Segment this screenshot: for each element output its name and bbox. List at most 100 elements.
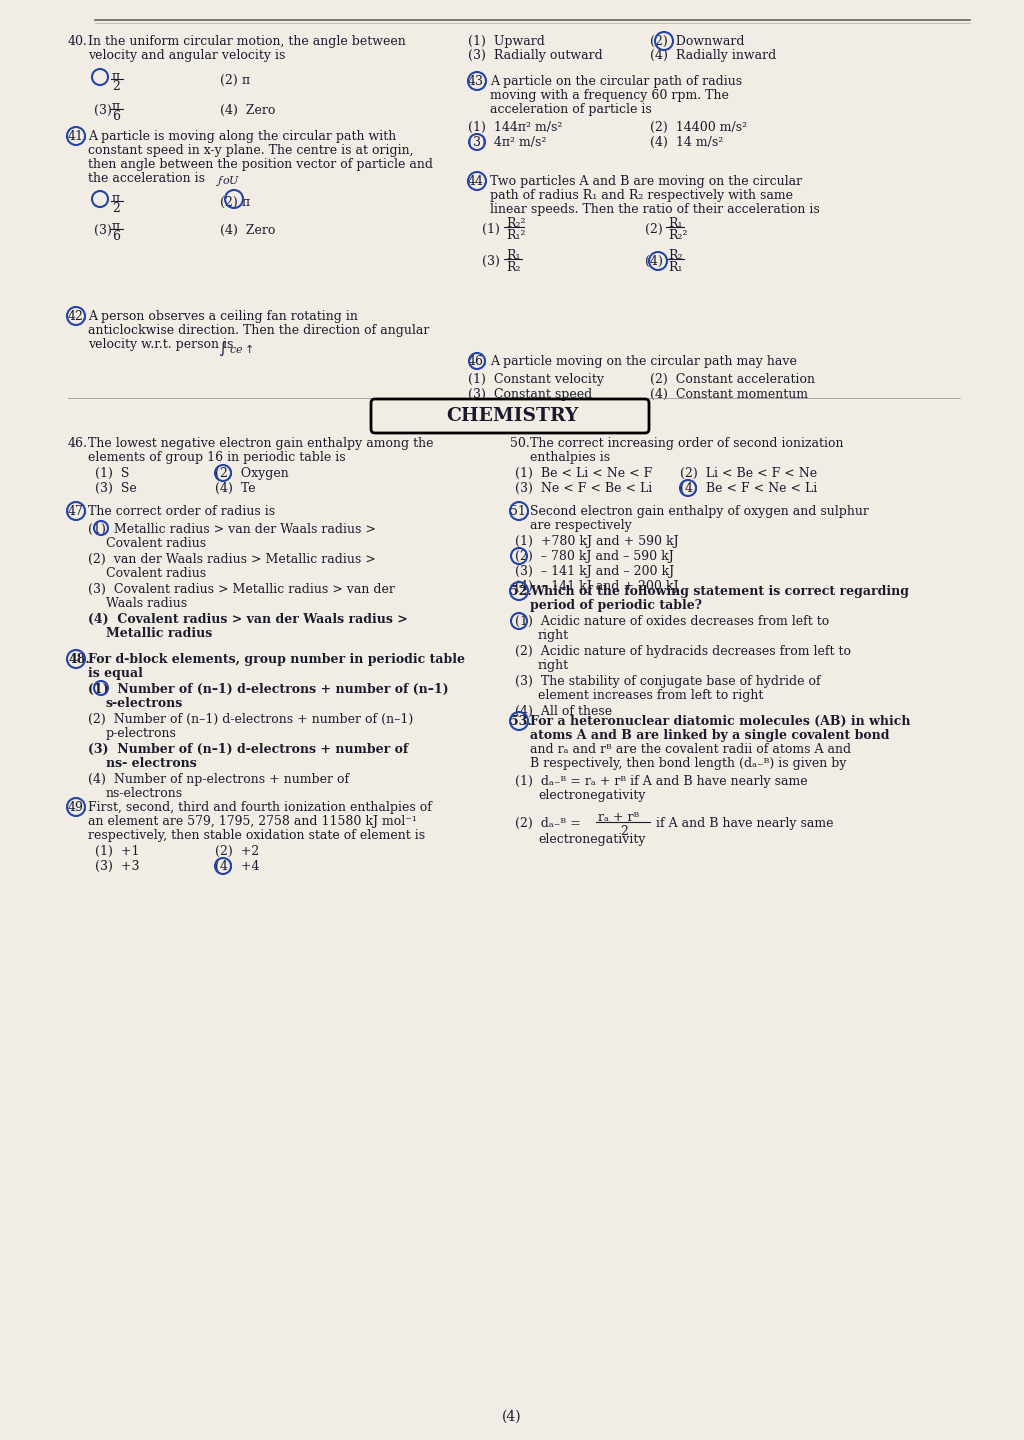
Text: Metallic radius: Metallic radius [106,626,212,639]
Text: ns-electrons: ns-electrons [106,788,183,801]
Text: anticlockwise direction. Then the direction of angular: anticlockwise direction. Then the direct… [88,324,429,337]
Text: 47.: 47. [68,505,88,518]
Text: (1)  Upward: (1) Upward [468,35,545,48]
Text: A particle on the circular path of radius: A particle on the circular path of radiu… [490,75,742,88]
Text: A particle is moving along the circular path with: A particle is moving along the circular … [88,130,396,143]
Text: (3): (3) [94,225,112,238]
Text: 42.: 42. [68,310,88,323]
Text: (4)  Constant momentum: (4) Constant momentum [650,387,808,400]
Text: (3)  Number of (n–1) d-electrons + number of: (3) Number of (n–1) d-electrons + number… [88,743,409,756]
Text: the acceleration is: the acceleration is [88,171,205,184]
Text: (4)  – 141 kJ and + 200 kJ: (4) – 141 kJ and + 200 kJ [515,580,679,593]
Text: CHEMISTRY: CHEMISTRY [445,408,579,425]
Text: 43.: 43. [468,75,487,88]
Text: 44.: 44. [468,176,487,189]
Text: 6: 6 [112,230,120,243]
Text: (2)  Acidic nature of hydracids decreases from left to: (2) Acidic nature of hydracids decreases… [515,645,851,658]
Text: 49.: 49. [68,801,88,814]
Text: enthalpies is: enthalpies is [530,451,610,464]
Text: (4)  Te: (4) Te [215,482,256,495]
Text: The lowest negative electron gain enthalpy among the: The lowest negative electron gain enthal… [88,436,433,449]
Text: 46.: 46. [68,436,88,449]
Text: π: π [242,73,250,86]
Text: 41.: 41. [68,130,88,143]
Text: 50.: 50. [510,436,529,449]
Text: (3)  Ne < F < Be < Li: (3) Ne < F < Be < Li [515,482,652,495]
Text: s-electrons: s-electrons [106,697,183,710]
Text: A person observes a ceiling fan rotating in: A person observes a ceiling fan rotating… [88,310,357,323]
Text: (2)  Constant acceleration: (2) Constant acceleration [650,373,815,386]
Text: (1)  Metallic radius > van der Waals radius >: (1) Metallic radius > van der Waals radi… [88,523,376,536]
Text: velocity and angular velocity is: velocity and angular velocity is [88,49,286,62]
Text: Covalent radius: Covalent radius [106,537,206,550]
Text: (1)  dₐ₋ᴮ = rₐ + rᴮ if A and B have nearly same: (1) dₐ₋ᴮ = rₐ + rᴮ if A and B have nearl… [515,775,808,788]
Text: (2)  Oxygen: (2) Oxygen [215,467,289,480]
Text: (4)  All of these: (4) All of these [515,706,612,719]
Text: ns- electrons: ns- electrons [106,757,197,770]
Text: 53.: 53. [510,716,531,729]
Text: (4)  +4: (4) +4 [215,860,259,873]
Text: respectively, then stable oxidation state of element is: respectively, then stable oxidation stat… [88,829,425,842]
Text: (3): (3) [482,255,500,268]
Text: (2)  14400 m/s²: (2) 14400 m/s² [650,121,748,134]
Text: are respectively: are respectively [530,518,632,531]
Text: elements of group 16 in periodic table is: elements of group 16 in periodic table i… [88,451,346,464]
Text: $\digamma$oU: $\digamma$oU [215,174,241,189]
Text: velocity w.r.t. person is: velocity w.r.t. person is [88,338,233,351]
Text: For a heteronuclear diatomic molecules (AB) in which: For a heteronuclear diatomic molecules (… [530,716,910,729]
Text: Which of the following statement is correct regarding: Which of the following statement is corr… [530,585,909,598]
Text: electronegativity: electronegativity [538,789,645,802]
Text: atoms A and B are linked by a single covalent bond: atoms A and B are linked by a single cov… [530,729,890,742]
Text: then angle between the position vector of particle and: then angle between the position vector o… [88,158,433,171]
Text: period of periodic table?: period of periodic table? [530,599,701,612]
Text: (1): (1) [482,223,500,236]
Text: 2: 2 [620,825,628,838]
Text: path of radius R₁ and R₂ respectively with same: path of radius R₁ and R₂ respectively wi… [490,189,793,202]
Text: (1)  +780 kJ and + 590 kJ: (1) +780 kJ and + 590 kJ [515,536,679,549]
Text: (4)  Covalent radius > van der Waals radius >: (4) Covalent radius > van der Waals radi… [88,613,408,626]
Text: an element are 579, 1795, 2758 and 11580 kJ mol⁻¹: an element are 579, 1795, 2758 and 11580… [88,815,417,828]
Text: Two particles A and B are moving on the circular: Two particles A and B are moving on the … [490,176,802,189]
Text: rₐ + rᴮ: rₐ + rᴮ [598,811,639,824]
Text: (1)  Acidic nature of oxides decreases from left to: (1) Acidic nature of oxides decreases fr… [515,615,829,628]
Text: π: π [242,196,250,209]
Text: 46.: 46. [468,356,487,369]
Text: 51.: 51. [510,505,529,518]
Text: (2)  dₐ₋ᴮ =: (2) dₐ₋ᴮ = [515,816,581,829]
Text: moving with a frequency 60 rpm. The: moving with a frequency 60 rpm. The [490,89,729,102]
Text: (4)  Be < F < Ne < Li: (4) Be < F < Ne < Li [680,482,817,495]
Text: R₂: R₂ [506,261,520,274]
Text: π: π [112,220,120,233]
Text: π: π [112,192,120,204]
Text: Second electron gain enthalpy of oxygen and sulphur: Second electron gain enthalpy of oxygen … [530,505,869,518]
Text: right: right [538,629,569,642]
Text: electronegativity: electronegativity [538,832,645,845]
Text: (1)  Number of (n–1) d-electrons + number of (n–1): (1) Number of (n–1) d-electrons + number… [88,683,449,696]
Text: right: right [538,660,569,672]
Text: 52.: 52. [510,585,531,598]
Text: and rₐ and rᴮ are the covalent radii of atoms A and: and rₐ and rᴮ are the covalent radii of … [530,743,851,756]
Text: (2): (2) [220,73,238,86]
Text: (3)  +3: (3) +3 [95,860,139,873]
Text: $\int$ ce$\uparrow$: $\int$ ce$\uparrow$ [218,340,254,359]
Text: (1)  Constant velocity: (1) Constant velocity [468,373,604,386]
Text: R₁²: R₁² [506,229,525,242]
Text: In the uniform circular motion, the angle between: In the uniform circular motion, the angl… [88,35,406,48]
Text: R₂²: R₂² [506,217,525,230]
Text: π: π [112,99,120,112]
Text: (3)  4π² m/s²: (3) 4π² m/s² [468,135,547,148]
Text: B respectively, then bond length (dₐ₋ᴮ) is given by: B respectively, then bond length (dₐ₋ᴮ) … [530,757,847,770]
Text: if A and B have nearly same: if A and B have nearly same [656,816,834,829]
Text: Waals radius: Waals radius [106,598,187,611]
Text: acceleration of particle is: acceleration of particle is [490,104,651,117]
Text: (3)  Se: (3) Se [95,482,137,495]
Text: A particle moving on the circular path may have: A particle moving on the circular path m… [490,356,797,369]
Text: The correct order of radius is: The correct order of radius is [88,505,275,518]
Text: (2)  Number of (n–1) d-electrons + number of (n–1): (2) Number of (n–1) d-electrons + number… [88,713,414,726]
Text: 40.: 40. [68,35,88,48]
Text: (3)  Constant speed: (3) Constant speed [468,387,592,400]
Text: (4)  Zero: (4) Zero [220,225,275,238]
Text: (2)  Downward: (2) Downward [650,35,744,48]
Text: (2): (2) [220,196,238,209]
Text: R₁: R₁ [506,249,520,262]
